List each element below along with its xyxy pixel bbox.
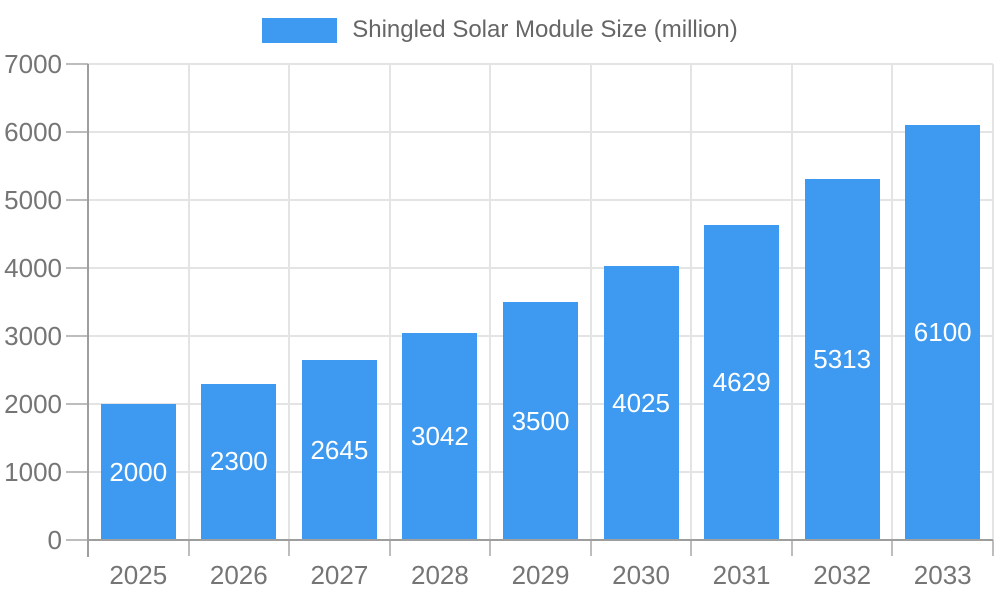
v-gridline [489, 64, 492, 540]
x-axis-tick [690, 540, 693, 556]
v-gridline [690, 64, 693, 540]
x-axis-line [88, 539, 993, 541]
bar-2025[interactable] [100, 404, 176, 540]
y-axis-tick [66, 539, 88, 541]
bar-value-label-2032: 5313 [813, 343, 872, 374]
x-axis-tick [589, 540, 592, 556]
y-tick-label-2000: 2000 [4, 389, 62, 419]
y-tick-label-6000: 6000 [4, 117, 62, 147]
x-tick-label-2033: 2033 [913, 560, 972, 590]
v-gridline [187, 64, 190, 540]
legend-swatch [262, 17, 338, 43]
v-gridline [790, 64, 793, 540]
legend[interactable]: Shingled Solar Module Size (million) [0, 16, 1000, 44]
v-gridline [288, 64, 291, 540]
x-tick-label-2032: 2032 [813, 560, 872, 590]
bar-2029[interactable] [503, 302, 578, 540]
bar-value-label-2026: 2300 [209, 446, 268, 477]
h-gridline [88, 131, 993, 133]
y-axis-tick [66, 403, 88, 405]
y-tick-label-0: 0 [47, 525, 62, 555]
h-gridline [88, 267, 993, 269]
h-gridline [88, 63, 993, 65]
x-tick-label-2030: 2030 [612, 560, 670, 590]
x-tick-label-2031: 2031 [712, 560, 771, 590]
bar-2031[interactable] [704, 225, 780, 540]
bar-value-label-2033: 6100 [913, 317, 972, 348]
x-axis-tick [992, 540, 994, 556]
x-axis-tick [388, 540, 391, 556]
bar-2026[interactable] [201, 383, 277, 540]
x-axis-tick [790, 540, 793, 556]
x-tick-label-2025: 2025 [109, 560, 168, 590]
y-tick-label-3000: 3000 [4, 321, 62, 351]
bar-2032[interactable] [804, 178, 880, 540]
y-axis-line [87, 64, 89, 557]
x-tick-label-2027: 2027 [310, 560, 369, 590]
y-tick-label-4000: 4000 [4, 253, 62, 283]
y-axis-tick [66, 199, 88, 201]
y-tick-label-1000: 1000 [4, 457, 62, 487]
v-gridline [388, 64, 391, 540]
y-tick-label-5000: 5000 [4, 185, 62, 215]
y-axis-tick [66, 131, 88, 133]
bar-2030[interactable] [603, 266, 679, 540]
y-tick-label-7000: 7000 [4, 49, 62, 79]
y-axis-tick [66, 335, 88, 337]
y-axis-tick [66, 471, 88, 473]
v-gridline [891, 64, 894, 540]
bar-value-label-2028: 3042 [411, 421, 469, 452]
bar-2033[interactable] [905, 125, 981, 540]
x-tick-label-2028: 2028 [411, 560, 469, 590]
bar-value-label-2029: 3500 [511, 405, 570, 436]
bar-2028[interactable] [402, 333, 478, 540]
y-axis-tick [66, 63, 88, 65]
v-gridline [589, 64, 592, 540]
x-axis-tick [891, 540, 894, 556]
bar-value-label-2030: 4025 [612, 387, 670, 418]
x-tick-label-2026: 2026 [209, 560, 268, 590]
x-axis-tick [187, 540, 190, 556]
h-gridline [88, 199, 993, 201]
v-gridline [992, 64, 994, 540]
bar-value-label-2025: 2000 [109, 456, 168, 487]
bar-value-label-2031: 4629 [712, 367, 771, 398]
y-axis-tick [66, 267, 88, 269]
x-axis-tick [489, 540, 492, 556]
bar-value-label-2027: 2645 [310, 434, 369, 465]
x-tick-label-2029: 2029 [511, 560, 570, 590]
bar-2027[interactable] [301, 360, 377, 540]
legend-label: Shingled Solar Module Size (million) [352, 16, 738, 43]
x-axis-tick [288, 540, 291, 556]
